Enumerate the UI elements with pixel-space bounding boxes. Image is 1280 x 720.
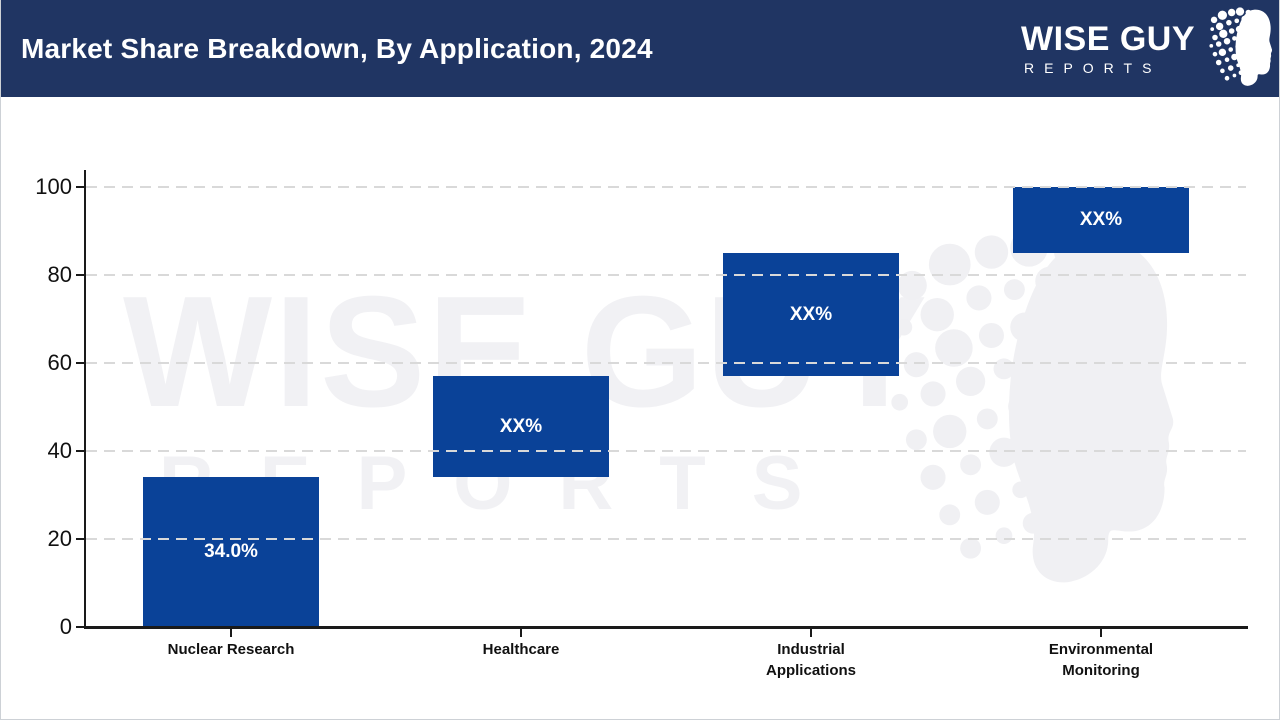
- x-tick-3: [810, 629, 812, 637]
- logo-wordmark: WISE GUY: [1021, 20, 1196, 58]
- x-tick-4: [1100, 629, 1102, 637]
- x-tick-2: [520, 629, 522, 637]
- y-tick-20: [76, 538, 84, 540]
- logo-subtitle: REPORTS: [1024, 60, 1162, 76]
- category-label-1: Nuclear Research: [167, 641, 295, 658]
- x-tick-1: [230, 629, 232, 637]
- y-tick-label-40: 40: [47, 438, 72, 463]
- gridline-100: [86, 186, 1246, 188]
- category-label-3: Industrial Applications: [765, 641, 856, 679]
- wiseguy-head-icon: [1209, 7, 1273, 86]
- y-tick-80: [76, 274, 84, 276]
- y-tick-label-20: 20: [47, 526, 72, 551]
- y-tick-60: [76, 362, 84, 364]
- bar-value-label-2: XX%: [499, 415, 543, 437]
- y-tick-40: [76, 450, 84, 452]
- header-bar: Market Share Breakdown, By Application, …: [1, 0, 1279, 97]
- gridline-20: [86, 538, 1246, 540]
- y-tick-label-60: 60: [47, 350, 72, 375]
- bar-value-label-4: XX%: [1079, 209, 1123, 230]
- y-tick-label-100: 100: [35, 174, 72, 199]
- category-label-2: Healthcare: [482, 641, 560, 658]
- bar-1: 34.0%: [143, 477, 319, 627]
- bar-2: XX%: [433, 376, 609, 478]
- plot-area: 0 20 40 60 80 100 34.0% Nuclear Research XX% Heal…: [35, 170, 1248, 679]
- gridline-80: [86, 274, 1246, 276]
- wiseguy-logo: WISE GUY REPORTS: [1021, 4, 1273, 94]
- bar-3: XX%: [723, 253, 899, 377]
- bar-4: XX%: [1013, 187, 1189, 253]
- y-tick-100: [76, 186, 84, 188]
- y-axis-line: [84, 170, 86, 629]
- bar-value-label-3: XX%: [789, 303, 833, 325]
- y-tick-0: [76, 626, 84, 628]
- bar-value-label-1: 34.0%: [204, 541, 258, 563]
- y-tick-label-80: 80: [47, 262, 72, 287]
- page-title: Market Share Breakdown, By Application, …: [21, 32, 653, 64]
- x-axis-line: [84, 626, 1248, 629]
- gridline-40: [86, 450, 1246, 452]
- gridline-60: [86, 362, 1246, 364]
- category-label-4: Environmental Monitoring: [1048, 641, 1154, 679]
- y-tick-label-0: 0: [59, 614, 72, 639]
